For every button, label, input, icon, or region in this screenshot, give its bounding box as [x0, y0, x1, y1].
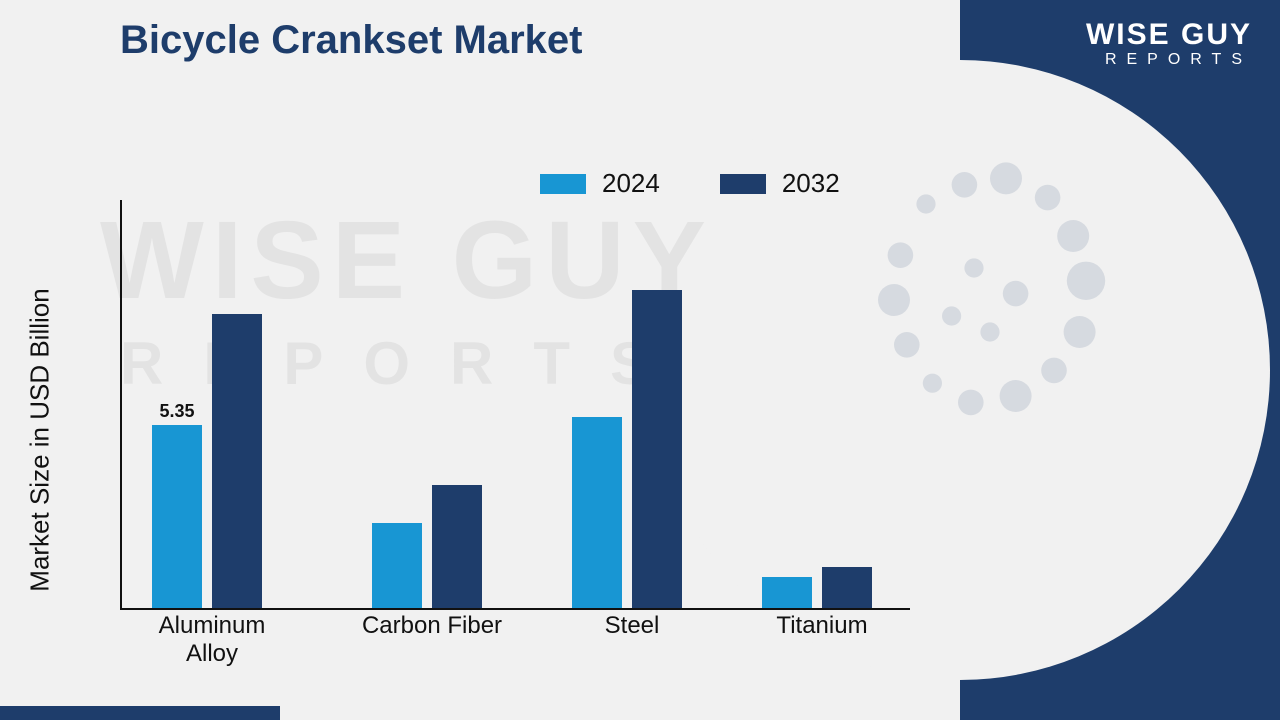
- legend-item: 2032: [720, 168, 840, 199]
- legend-swatch: [540, 174, 586, 194]
- category-label: Carbon Fiber: [352, 608, 512, 640]
- bar: [432, 485, 482, 608]
- brand-logo: WISE GUY REPORTS: [1086, 20, 1252, 68]
- category-label: Steel: [552, 608, 712, 640]
- canvas: WISE GUY REPORTS Bicycle Crankset Market…: [0, 0, 1280, 720]
- legend-label: 2024: [602, 168, 660, 199]
- logo-line2: REPORTS: [1086, 52, 1252, 68]
- bar: [822, 567, 872, 608]
- bar: [632, 290, 682, 608]
- plot-area: 5.35Aluminum AlloyCarbon FiberSteelTitan…: [120, 200, 910, 610]
- category-label: Titanium: [742, 608, 902, 640]
- right-panel: [960, 0, 1280, 720]
- bar: [372, 523, 422, 608]
- legend-label: 2032: [782, 168, 840, 199]
- footer-bar: [0, 706, 280, 720]
- legend: 2024 2032: [540, 168, 840, 199]
- bar-value-label: 5.35: [152, 401, 202, 422]
- bar: [212, 314, 262, 608]
- bar: [572, 417, 622, 608]
- category-label: Aluminum Alloy: [132, 608, 292, 667]
- logo-line1: WISE GUY: [1086, 20, 1252, 50]
- page-title: Bicycle Crankset Market: [120, 18, 582, 63]
- chart: Market Size in USD Billion 5.35Aluminum …: [110, 200, 910, 680]
- bar: [762, 577, 812, 608]
- legend-item: 2024: [540, 168, 660, 199]
- y-axis-label: Market Size in USD Billion: [25, 288, 56, 591]
- legend-swatch: [720, 174, 766, 194]
- bar: 5.35: [152, 425, 202, 608]
